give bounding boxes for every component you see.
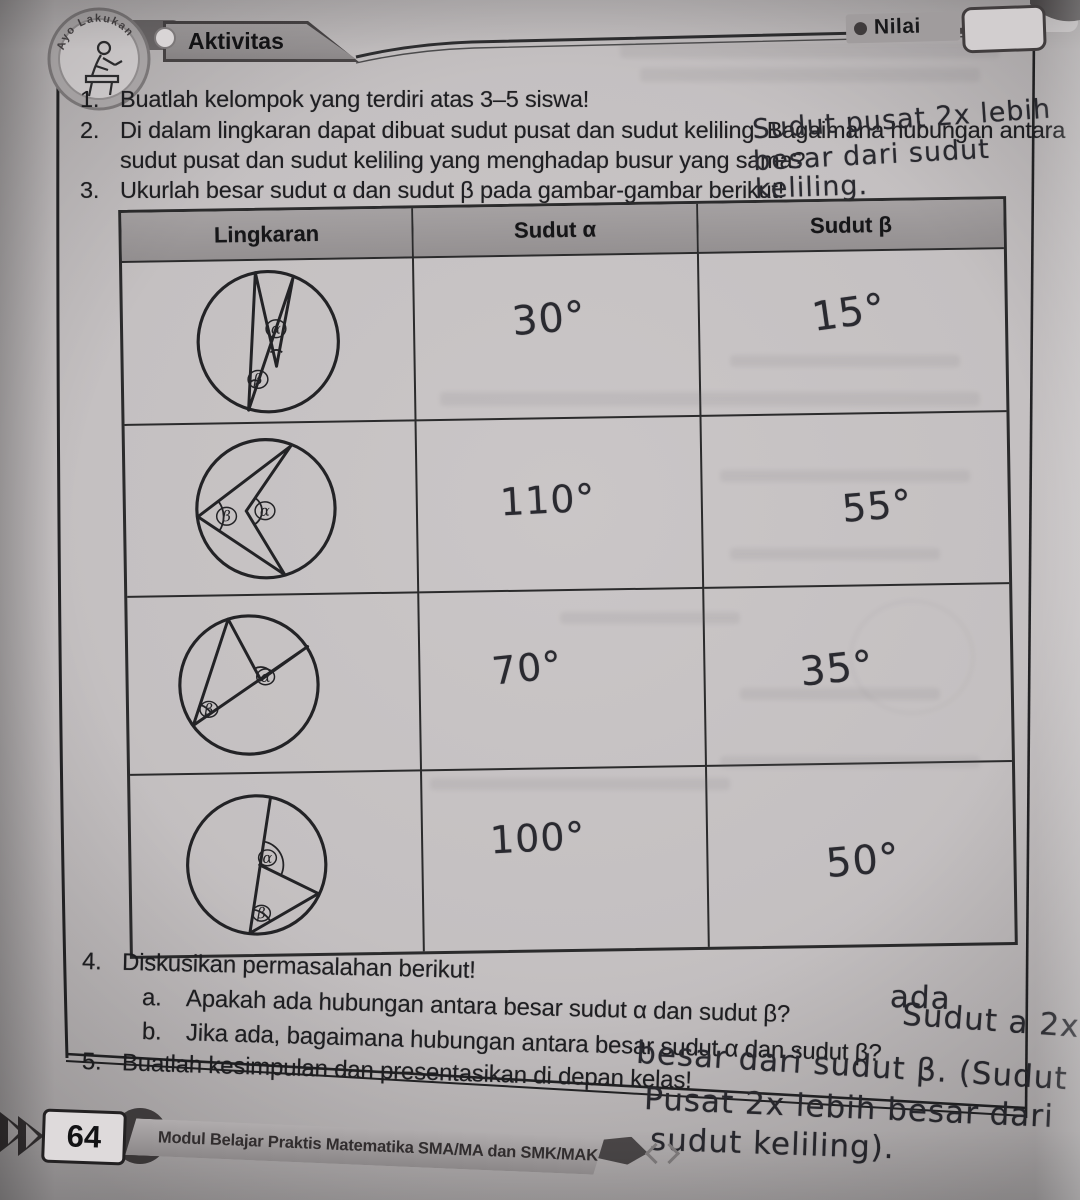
alpha-label: α bbox=[260, 503, 270, 520]
circle-diagram-row4: α β bbox=[186, 794, 328, 936]
double-chevron-icon bbox=[0, 1112, 44, 1156]
beta-label: β bbox=[221, 508, 231, 525]
instruction-item-1: 1. Buatlah kelompok yang terdiri atas 3–5… bbox=[80, 86, 589, 113]
item-number: 5. bbox=[81, 1048, 103, 1076]
instruction-text: sudut pusat dan sudut keliling yang meng… bbox=[120, 147, 806, 173]
ayo-lakukan-badge: Ayo Lakukan bbox=[47, 7, 151, 111]
beta-value-row2: 55° bbox=[840, 481, 915, 531]
diagram-cell-row2: α β bbox=[124, 421, 420, 598]
instruction-text: Buatlah kelompok yang terdiri atas 3–5 s… bbox=[120, 86, 590, 112]
diagram-cell-row3: α β bbox=[127, 593, 423, 776]
instruction-number: 1. bbox=[80, 86, 100, 112]
nilai-label: Nilai bbox=[873, 14, 922, 39]
instruction-number: 2. bbox=[80, 117, 100, 143]
table-header-lingkaran: Lingkaran bbox=[121, 208, 414, 263]
instruction-item-3: 3. Ukurlah besar sudut α dan sudut β pada… bbox=[80, 177, 784, 204]
angles-table: Lingkaran Sudut α Sudut β α β bbox=[118, 196, 1018, 959]
circle-diagram-row1: α β bbox=[196, 269, 340, 413]
diagram-cell-row4: α β bbox=[130, 771, 425, 956]
alpha-label: α bbox=[262, 850, 272, 867]
alpha-value-cell-row4 bbox=[422, 766, 710, 952]
aktivitas-label: Aktivitas bbox=[188, 28, 284, 54]
score-entry-box bbox=[961, 4, 1047, 54]
beta-label: β bbox=[203, 701, 213, 718]
item-letter: b. bbox=[141, 1018, 163, 1046]
alpha-value-row3: 70° bbox=[489, 642, 565, 694]
table-header-sudut-alpha: Sudut α bbox=[413, 203, 699, 259]
banner-dot-icon bbox=[154, 27, 176, 49]
beta-value-row3: 35° bbox=[797, 642, 877, 696]
alpha-value-row1: 30° bbox=[510, 292, 588, 346]
instruction-text: Di dalam lingkaran dapat dibuat sudut pu… bbox=[120, 117, 1066, 143]
footer-page-badge: 64 bbox=[41, 1108, 127, 1166]
table-header-sudut-beta: Sudut β bbox=[698, 199, 1004, 254]
diagram-cell-row1: α β bbox=[122, 258, 417, 426]
item-number: 4. bbox=[81, 948, 102, 976]
page-number: 64 bbox=[66, 1118, 102, 1155]
nilai-label-bar: Nilai bbox=[845, 11, 961, 44]
alpha-label: α bbox=[271, 320, 281, 337]
instruction-text: Ukurlah besar sudut α dan sudut β pada g… bbox=[120, 177, 785, 203]
instruction-item-2-line2: sudut pusat dan sudut keliling yang meng… bbox=[120, 147, 805, 174]
student-doodle-icon bbox=[84, 40, 123, 97]
aktivitas-banner: Aktivitas bbox=[166, 24, 356, 59]
alpha-value-row4: 100° bbox=[488, 813, 587, 863]
nilai-dot-icon bbox=[853, 21, 868, 36]
circle-diagram-row2: α β bbox=[195, 438, 337, 580]
instruction-item-2: 2. Di dalam lingkaran dapat dibuat sudut … bbox=[80, 117, 1065, 144]
item-letter: a. bbox=[141, 984, 162, 1012]
alpha-value-row2: 110° bbox=[498, 475, 597, 525]
alpha-label: α bbox=[260, 669, 270, 686]
circle-diagram-row3: α β bbox=[178, 614, 320, 756]
beta-label: β bbox=[253, 371, 263, 388]
beta-value-row4: 50° bbox=[824, 834, 902, 888]
beta-label: β bbox=[256, 905, 266, 922]
instruction-number: 3. bbox=[80, 177, 100, 203]
